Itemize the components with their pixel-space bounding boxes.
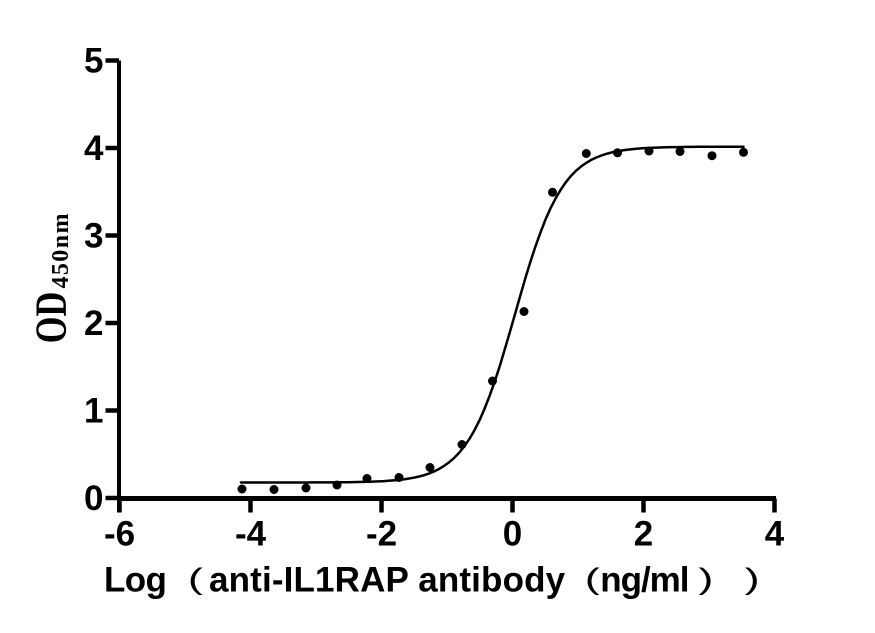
svg-text:-4: -4 bbox=[235, 515, 267, 554]
svg-text:450nm: 450nm bbox=[48, 212, 74, 288]
svg-text:4: 4 bbox=[84, 129, 104, 168]
svg-text:(: ( bbox=[188, 562, 203, 596]
svg-text:0: 0 bbox=[503, 515, 522, 554]
svg-text:5: 5 bbox=[84, 42, 103, 81]
svg-text:3: 3 bbox=[84, 217, 103, 256]
svg-text:anti-IL1RAP antibody: anti-IL1RAP antibody bbox=[209, 560, 566, 599]
svg-text:0: 0 bbox=[84, 479, 103, 518]
svg-text:(: ( bbox=[585, 562, 600, 596]
svg-text:2: 2 bbox=[634, 515, 653, 554]
svg-text:4: 4 bbox=[765, 515, 785, 554]
svg-text:-6: -6 bbox=[104, 515, 135, 554]
svg-text:ng/ml: ng/ml bbox=[600, 560, 688, 599]
svg-text:OD: OD bbox=[26, 292, 75, 343]
svg-text:): ) bbox=[698, 562, 713, 596]
svg-text:Log: Log bbox=[104, 560, 166, 599]
svg-text:1: 1 bbox=[84, 392, 103, 431]
svg-text:2: 2 bbox=[84, 304, 103, 343]
svg-text:): ) bbox=[745, 562, 760, 596]
svg-text:-2: -2 bbox=[366, 515, 397, 554]
